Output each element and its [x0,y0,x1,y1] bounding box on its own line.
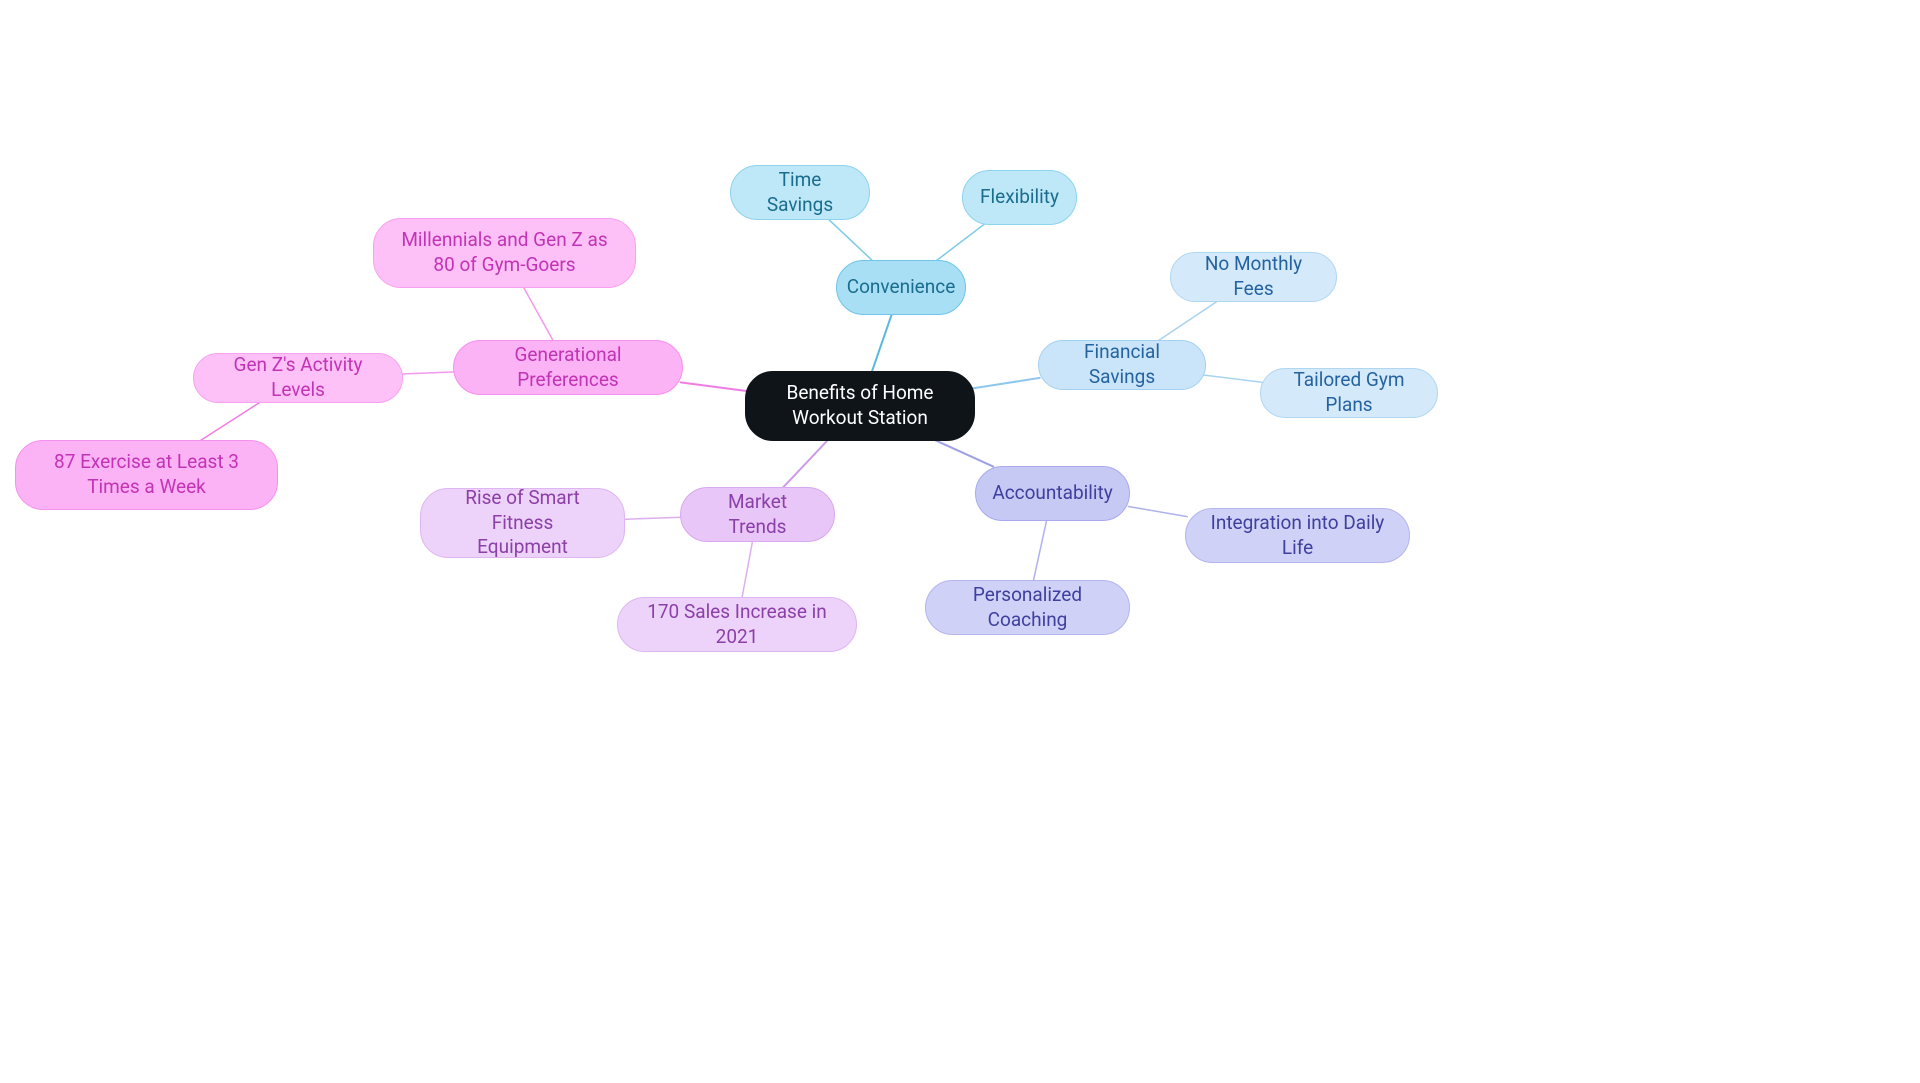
node-time-savings[interactable]: Time Savings [730,165,870,220]
node-accountability[interactable]: Accountability [975,466,1130,521]
node-generational[interactable]: Generational Preferences [453,340,683,395]
node-market[interactable]: Market Trends [680,487,835,542]
node-financial[interactable]: Financial Savings [1038,340,1206,390]
node-smart-equip[interactable]: Rise of Smart Fitness Equipment [420,488,625,558]
node-no-fees[interactable]: No Monthly Fees [1170,252,1337,302]
node-coaching[interactable]: Personalized Coaching [925,580,1130,635]
node-millennials[interactable]: Millennials and Gen Z as 80 of Gym-Goers [373,218,636,288]
node-flexibility[interactable]: Flexibility [962,170,1077,225]
node-tailored[interactable]: Tailored Gym Plans [1260,368,1438,418]
edge-layer [0,0,1920,1083]
node-convenience[interactable]: Convenience [836,260,966,315]
node-sales-increase[interactable]: 170 Sales Increase in 2021 [617,597,857,652]
node-genz-activity[interactable]: Gen Z's Activity Levels [193,353,403,403]
node-integration[interactable]: Integration into Daily Life [1185,508,1410,563]
node-center[interactable]: Benefits of Home Workout Station [745,371,975,441]
node-exercise-87[interactable]: 87 Exercise at Least 3 Times a Week [15,440,278,510]
